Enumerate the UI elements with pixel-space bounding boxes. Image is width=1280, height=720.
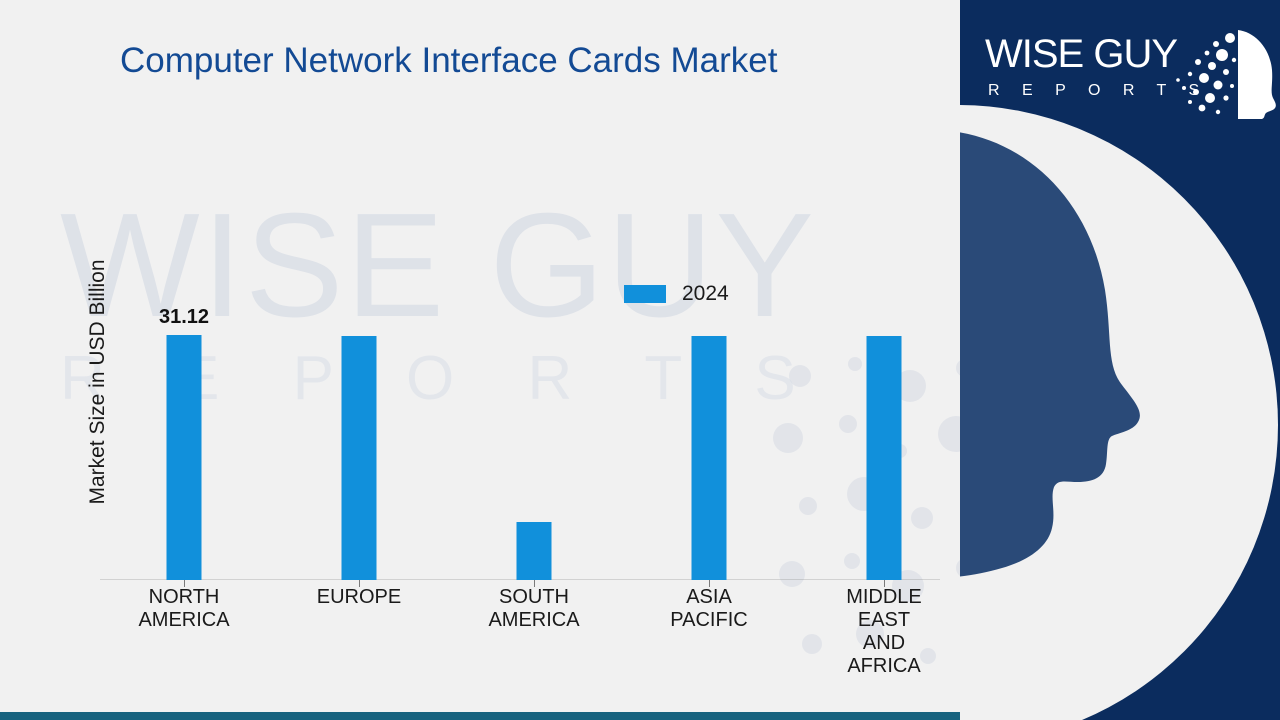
x-label-line: AFRICA bbox=[847, 655, 921, 677]
bar-group-south-america: SOUTH AMERICA bbox=[450, 180, 618, 631]
x-tick-south-america bbox=[534, 580, 535, 587]
brand-logo-sub-text: R E P O R T S bbox=[988, 82, 1209, 99]
accent-strip bbox=[0, 712, 960, 720]
bar-group-asia-pacific: ASIA PACIFIC bbox=[625, 180, 793, 631]
page-title: Computer Network Interface Cards Market bbox=[120, 41, 778, 80]
legend-swatch-2024 bbox=[624, 285, 666, 303]
x-label-line: EAST bbox=[857, 609, 911, 631]
x-tick-middle-east-and-africa bbox=[884, 580, 885, 587]
head-profile-silhouette-icon bbox=[960, 132, 1140, 577]
plot-region: 31.12 NORTH AMERICA EUROPE bbox=[100, 180, 940, 677]
bar-group-middle-east-and-africa: MIDDLE EAST AND AFRICA bbox=[800, 180, 960, 677]
x-label-line: PACIFIC bbox=[670, 609, 748, 631]
x-label-north-america: NORTH AMERICA bbox=[101, 586, 267, 632]
x-label-line: MIDDLE bbox=[846, 586, 922, 608]
chart-legend: 2024 bbox=[624, 282, 729, 306]
x-label-line: AMERICA bbox=[488, 609, 580, 631]
x-label-line: AMERICA bbox=[138, 609, 230, 631]
chart-area: WISE GUY R E P O R T S bbox=[0, 41, 960, 720]
x-label-south-america: SOUTH AMERICA bbox=[451, 586, 617, 632]
brand-panel: WISE GUY R E P O R T S bbox=[960, 0, 1280, 720]
x-label-line: NORTH bbox=[148, 586, 220, 608]
legend-label-2024: 2024 bbox=[682, 282, 729, 305]
dotted-head-profile-icon bbox=[1176, 30, 1276, 119]
bar-south-america[interactable] bbox=[516, 522, 552, 580]
x-label-middle-east-and-africa: MIDDLE EAST AND AFRICA bbox=[801, 586, 960, 678]
bar-north-america[interactable] bbox=[166, 334, 202, 580]
x-label-line: ASIA bbox=[686, 586, 732, 608]
x-tick-europe bbox=[359, 580, 360, 587]
bar-asia-pacific[interactable] bbox=[691, 336, 727, 580]
bar-group-europe: EUROPE bbox=[275, 180, 443, 608]
x-label-asia-pacific: ASIA PACIFIC bbox=[626, 586, 792, 632]
brand-logo-main-text: WISE GUY bbox=[985, 32, 1178, 76]
x-label-line: SOUTH bbox=[499, 586, 569, 608]
x-label-europe: EUROPE bbox=[276, 586, 442, 609]
bar-group-north-america: 31.12 NORTH AMERICA bbox=[100, 180, 268, 631]
x-tick-asia-pacific bbox=[709, 580, 710, 587]
bar-europe[interactable] bbox=[341, 336, 377, 580]
x-label-line: AND bbox=[862, 632, 906, 654]
bar-value-north-america: 31.12 bbox=[158, 305, 210, 328]
bar-middle-east-and-africa[interactable] bbox=[866, 336, 902, 580]
x-label-line: EUROPE bbox=[316, 586, 402, 608]
brand-logo: WISE GUY R E P O R T S bbox=[985, 30, 1276, 120]
x-tick-north-america bbox=[184, 580, 185, 587]
